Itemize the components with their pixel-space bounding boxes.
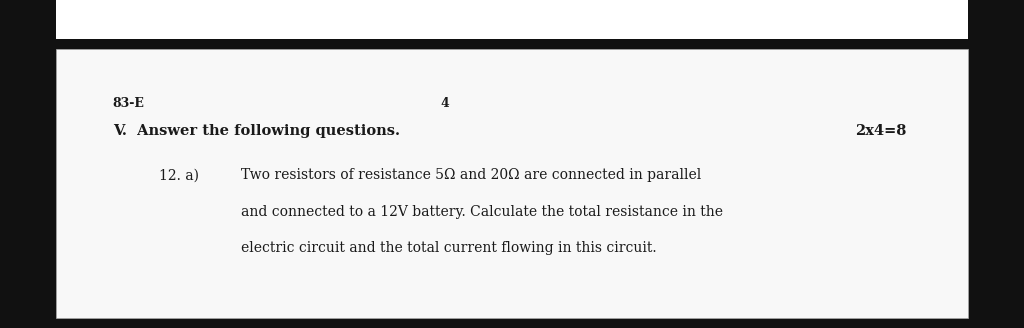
Text: and connected to a 12V battery. Calculate the total resistance in the: and connected to a 12V battery. Calculat… — [241, 205, 723, 218]
Text: electric circuit and the total current flowing in this circuit.: electric circuit and the total current f… — [241, 241, 656, 255]
Text: 83-E: 83-E — [113, 97, 144, 110]
Text: 2x4=8: 2x4=8 — [855, 124, 906, 138]
Bar — [56, 49, 968, 318]
Bar — [56, 0, 968, 39]
Text: V.  Answer the following questions.: V. Answer the following questions. — [113, 124, 399, 138]
Text: Two resistors of resistance 5Ω and 20Ω are connected in parallel: Two resistors of resistance 5Ω and 20Ω a… — [241, 169, 700, 182]
Text: 12. a): 12. a) — [159, 169, 199, 182]
Text: 4: 4 — [440, 97, 450, 110]
